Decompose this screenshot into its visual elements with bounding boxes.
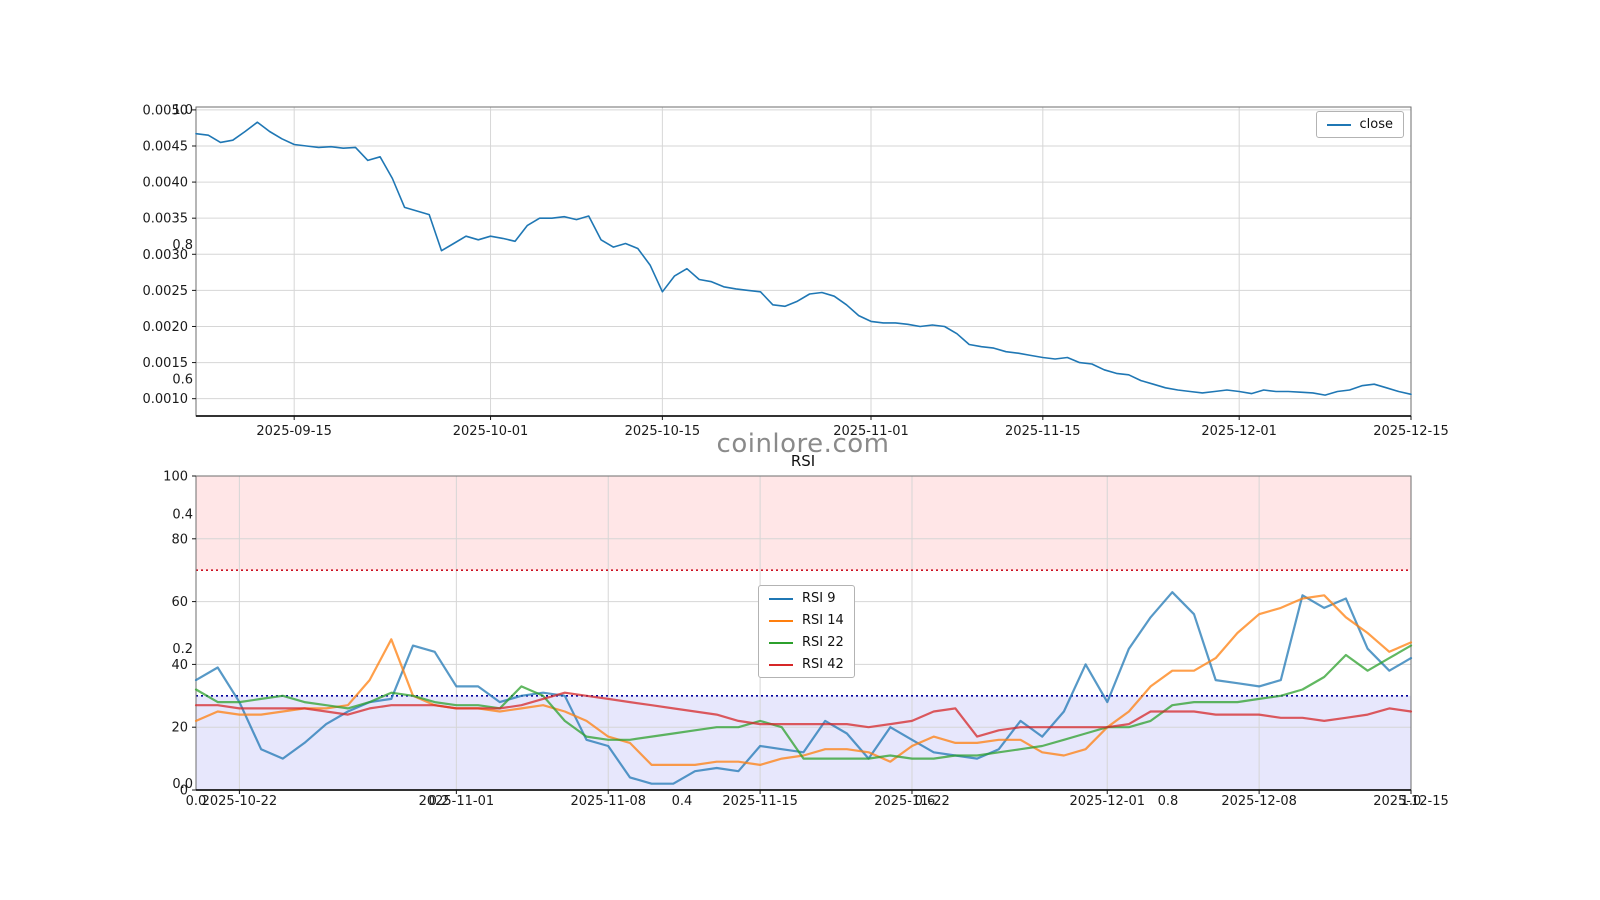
overlay-x-tick-label: 0.2 [429,794,450,809]
series-line-rsi-42 [194,691,1413,738]
legend-label-rsi-42: RSI 42 [802,657,844,672]
series-line-rsi-14 [194,594,1413,767]
y-tick-label: 100 [163,470,188,485]
legend-item-rsi-22: RSI 22 [769,635,844,650]
rsi-14-line-swatch [769,619,793,622]
overbought-zone [196,476,1411,571]
y-tick-label: 20 [171,721,188,736]
x-tick-label: 2025-10-01 [453,424,529,439]
y-tick-label: 0.0045 [143,139,189,154]
overlay-y-tick-label: 0.8 [172,238,193,253]
plot-border [195,106,1412,417]
x-tick-label: 2025-11-22 [874,794,950,809]
x-tick-label: 2025-12-01 [1069,794,1145,809]
legend-item-rsi-9: RSI 9 [769,591,844,606]
y-tick-label: 80 [171,532,188,547]
x-tick-label: 2025-12-15 [1373,424,1449,439]
y-tick-label: 0.0050 [143,103,189,118]
legend-item-rsi-42: RSI 42 [769,657,844,672]
x-tick-label: 2025-11-15 [722,794,798,809]
y-tick-label: 0.0015 [143,356,189,371]
overlay-x-tick-label: 0.4 [672,794,693,809]
x-tick-label: 2025-12-01 [1201,424,1277,439]
legend-item-close: close [1326,117,1393,132]
legend-label-rsi-14: RSI 14 [802,613,844,628]
x-tick-label: 2025-12-15 [1373,794,1449,809]
rsi-9-line-swatch [769,597,793,600]
x-tick-label: 2025-11-15 [1005,424,1081,439]
series-line-close [195,121,1412,396]
overlay-x-tick-label: 0.0 [186,794,207,809]
legend-label-close: close [1359,117,1393,132]
y-tick-label: 0.0010 [143,392,189,407]
overlay-x-tick-label: 1.0 [1401,794,1422,809]
series-line-rsi-22 [194,644,1413,760]
legend-label-rsi-9: RSI 9 [802,591,836,606]
rsi-title: RSI [790,452,816,470]
y-tick-label: 0.0030 [143,248,189,263]
x-tick-label: 2025-11-08 [570,794,646,809]
overlay-y-tick-label: 0.0 [172,777,193,792]
close-line-swatch [1326,123,1351,126]
x-tick-label: 2025-10-22 [202,794,278,809]
y-tick-label: 0.0035 [143,212,189,227]
rsi-22-line-swatch [769,641,793,644]
oversold-zone [196,695,1411,790]
x-tick-label: 2025-12-08 [1221,794,1297,809]
y-tick-label: 40 [171,658,188,673]
overlay-y-tick-label: 0.4 [172,507,193,522]
y-tick-label: 60 [171,595,188,610]
legend-label-rsi-22: RSI 22 [802,635,844,650]
series-line-rsi-9 [194,591,1413,785]
x-tick-label: 2025-09-15 [256,424,332,439]
x-tick-label: 2025-11-01 [419,794,495,809]
overlay-y-tick-label: 0.2 [172,642,193,657]
legend-price: close [1315,111,1404,138]
y-tick-label: 0.0025 [143,284,189,299]
y-tick-label: 0 [180,784,188,799]
watermark: coinlore.com [716,429,890,459]
overlay-y-tick-label: 1.0 [172,103,193,118]
x-tick-label: 2025-11-01 [833,424,909,439]
overlay-x-tick-label: 0.8 [1158,794,1179,809]
overlay-x-tick-label: 0.6 [915,794,936,809]
x-tick-label: 2025-10-15 [625,424,701,439]
rsi-42-line-swatch [769,663,793,666]
legend-rsi: RSI 9 RSI 14 RSI 22 RSI 42 [758,585,855,678]
y-tick-label: 0.0020 [143,320,189,335]
overlay-y-tick-label: 0.6 [172,373,193,388]
legend-item-rsi-14: RSI 14 [769,613,844,628]
y-tick-label: 0.0040 [143,176,189,191]
